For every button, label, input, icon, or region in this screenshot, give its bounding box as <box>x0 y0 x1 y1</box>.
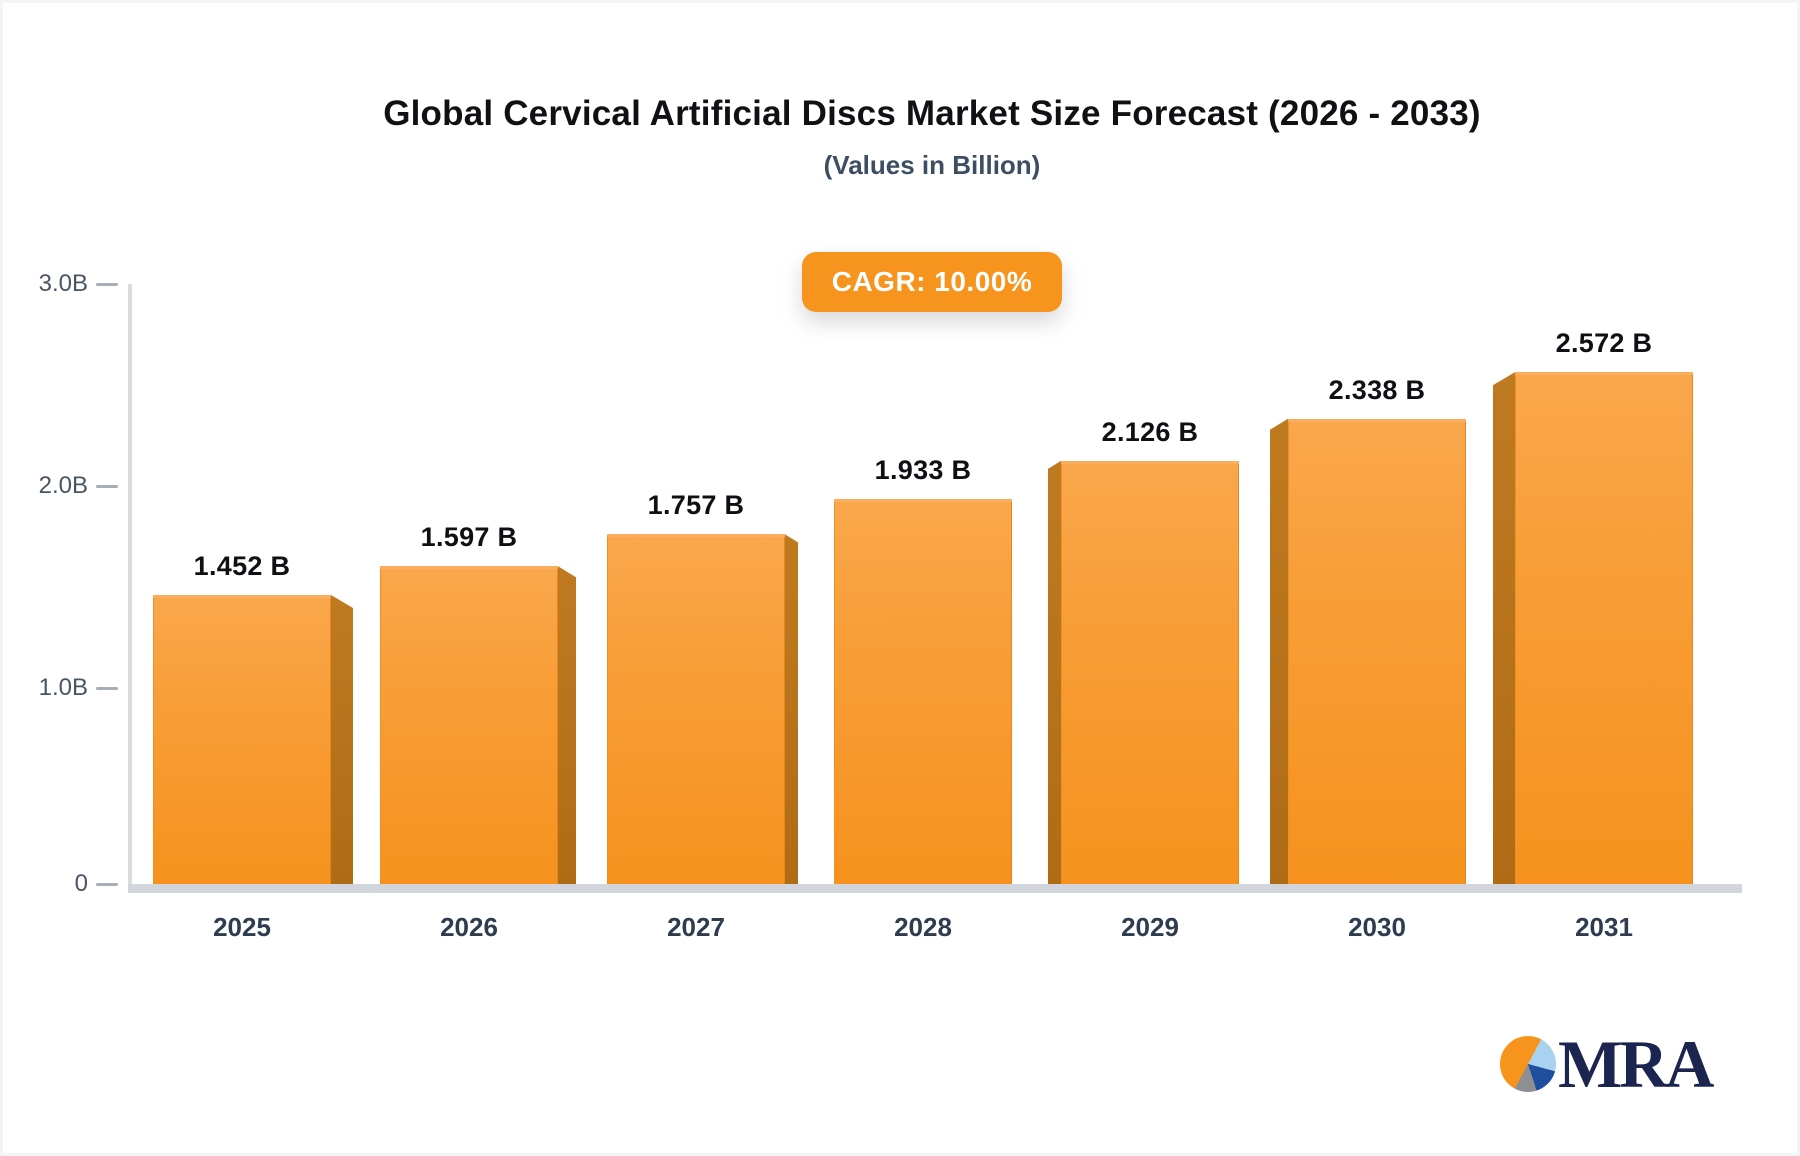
bar-value-label: 1.597 B <box>420 522 518 553</box>
y-tick-mark <box>96 687 118 690</box>
bar-side-face <box>1270 418 1288 884</box>
brand-logo: MRA <box>1500 1026 1714 1102</box>
bar-side-face <box>331 595 353 884</box>
bar-value-label: 1.933 B <box>874 455 972 486</box>
bar-2030 <box>1288 418 1466 884</box>
y-axis-line <box>128 284 132 893</box>
y-tick-mark <box>96 485 118 488</box>
x-axis-label: 2025 <box>213 912 271 942</box>
bar-side-face <box>785 534 798 884</box>
y-tick-label: 3.0B <box>38 270 88 297</box>
y-tick-label: 0 <box>74 870 88 897</box>
y-tick-label: 2.0B <box>38 472 88 499</box>
bar-value-label: 2.126 B <box>1101 416 1199 447</box>
x-axis-label: 2026 <box>440 912 498 942</box>
bar-value-label: 1.757 B <box>647 490 745 521</box>
y-tick-mark <box>96 883 118 886</box>
pie-chart-logo-icon <box>1500 1036 1556 1092</box>
brand-logo-text: MRA <box>1558 1026 1714 1102</box>
x-axis-baseline <box>128 884 1742 893</box>
bar-2028 <box>834 499 1012 884</box>
x-axis-label: 2029 <box>1121 912 1179 942</box>
y-tick-label: 1.0B <box>38 674 88 701</box>
bar-side-face <box>1493 372 1515 884</box>
bar-value-label: 2.572 B <box>1555 328 1653 359</box>
x-axis-label: 2027 <box>667 912 725 942</box>
bar-side-face <box>1048 460 1061 884</box>
cagr-badge-wrap: CAGR: 10.00% <box>64 252 1800 312</box>
chart-title: Global Cervical Artificial Discs Market … <box>383 94 1481 133</box>
bar-2025 <box>153 595 331 884</box>
x-axis-label: 2028 <box>894 912 952 942</box>
bar-2026 <box>380 566 558 884</box>
bar-value-label: 2.338 B <box>1328 374 1426 405</box>
cagr-badge: CAGR: 10.00% <box>801 252 1063 312</box>
x-axis-label: 2031 <box>1575 912 1633 942</box>
bar-value-label: 1.452 B <box>193 551 291 582</box>
bar-side-face <box>558 566 576 884</box>
bar-2029 <box>1061 460 1239 884</box>
y-tick-mark <box>96 283 118 286</box>
bar-2031 <box>1515 372 1693 884</box>
chart-subtitle: (Values in Billion) <box>823 150 1041 180</box>
bar-2027 <box>607 534 785 884</box>
x-axis-label: 2030 <box>1348 912 1406 942</box>
